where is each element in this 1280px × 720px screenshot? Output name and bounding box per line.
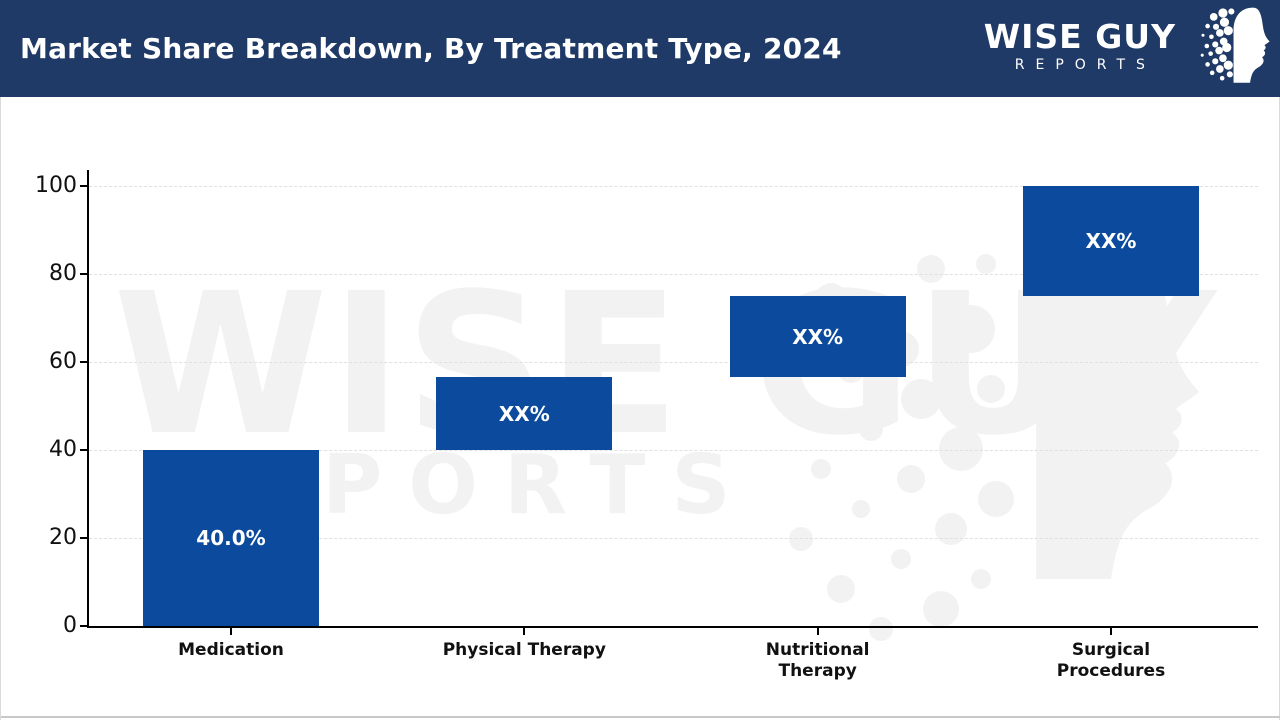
x-axis-label-line: Therapy [778,661,857,681]
y-axis [87,170,89,628]
bar-nutritional-therapy: XX% [729,296,906,378]
plot: 0 20 40 60 80 100 40.0% Medication XX% Physical T… [1,97,1280,720]
watermark-wordmark: WISE GUY [113,251,1218,478]
y-tick-100 [80,185,89,187]
gridline-40 [89,450,1258,451]
y-tick-label-40: 40 [49,437,77,462]
logo-text: WISE GUY REPORTS [983,17,1176,73]
bar-value-label: XX% [498,401,550,426]
y-tick-label-80: 80 [49,261,77,286]
y-tick-80 [80,273,89,275]
y-tick-60 [80,361,89,363]
bar-surgical-procedures: XX% [1022,186,1199,296]
page-title: Market Share Breakdown, By Treatment Typ… [20,32,842,65]
x-axis-label-surgical-procedures: Surgical Procedures [1001,640,1221,682]
bar-physical-therapy: XX% [436,377,613,450]
bar-value-label: XX% [792,324,844,349]
x-tick-medication [230,628,232,635]
y-tick-label-0: 0 [63,613,77,638]
x-axis-label-nutritional-therapy: Nutritional Therapy [708,640,928,682]
x-tick-physical-therapy [523,628,526,635]
bar-value-label: 40.0% [196,526,266,550]
x-axis-label-physical-therapy: Physical Therapy [414,640,634,661]
logo-subtext: REPORTS [1014,56,1156,73]
y-tick-label-60: 60 [49,349,77,374]
x-axis-label-medication: Medication [121,640,341,661]
logo-wordmark: WISE GUY [983,17,1176,57]
gridline-80 [89,274,1258,275]
x-tick-surgical-procedures [1109,628,1112,635]
brand-logo: WISE GUY REPORTS [984,4,1272,88]
y-tick-0 [80,625,89,627]
bar-medication: 40.0% [143,450,319,626]
gridline-100 [89,186,1258,187]
header: Market Share Breakdown, By Treatment Typ… [0,0,1280,97]
x-axis-label-line: Medication [178,640,284,660]
bottom-divider [1,716,1280,718]
x-axis-label-line: Surgical [1071,640,1151,660]
y-tick-label-20: 20 [49,525,77,550]
bar-value-label: XX% [1085,229,1137,253]
chart-area: WISE GUY REPORTS 0 20 40 60 80 100 40.0% Medica… [0,97,1280,720]
x-tick-nutritional-therapy [816,628,819,635]
y-tick-label-100: 100 [35,173,77,198]
x-axis-label-line: Procedures [1056,661,1166,681]
gridline-20 [89,538,1258,539]
y-tick-20 [80,537,89,539]
x-axis-label-line: Nutritional [765,640,870,660]
x-axis-label-line: Physical Therapy [442,640,606,660]
x-axis [89,626,1258,628]
gridline-60 [89,362,1258,363]
logo-face-icon [1200,7,1270,83]
y-tick-40 [80,449,89,451]
